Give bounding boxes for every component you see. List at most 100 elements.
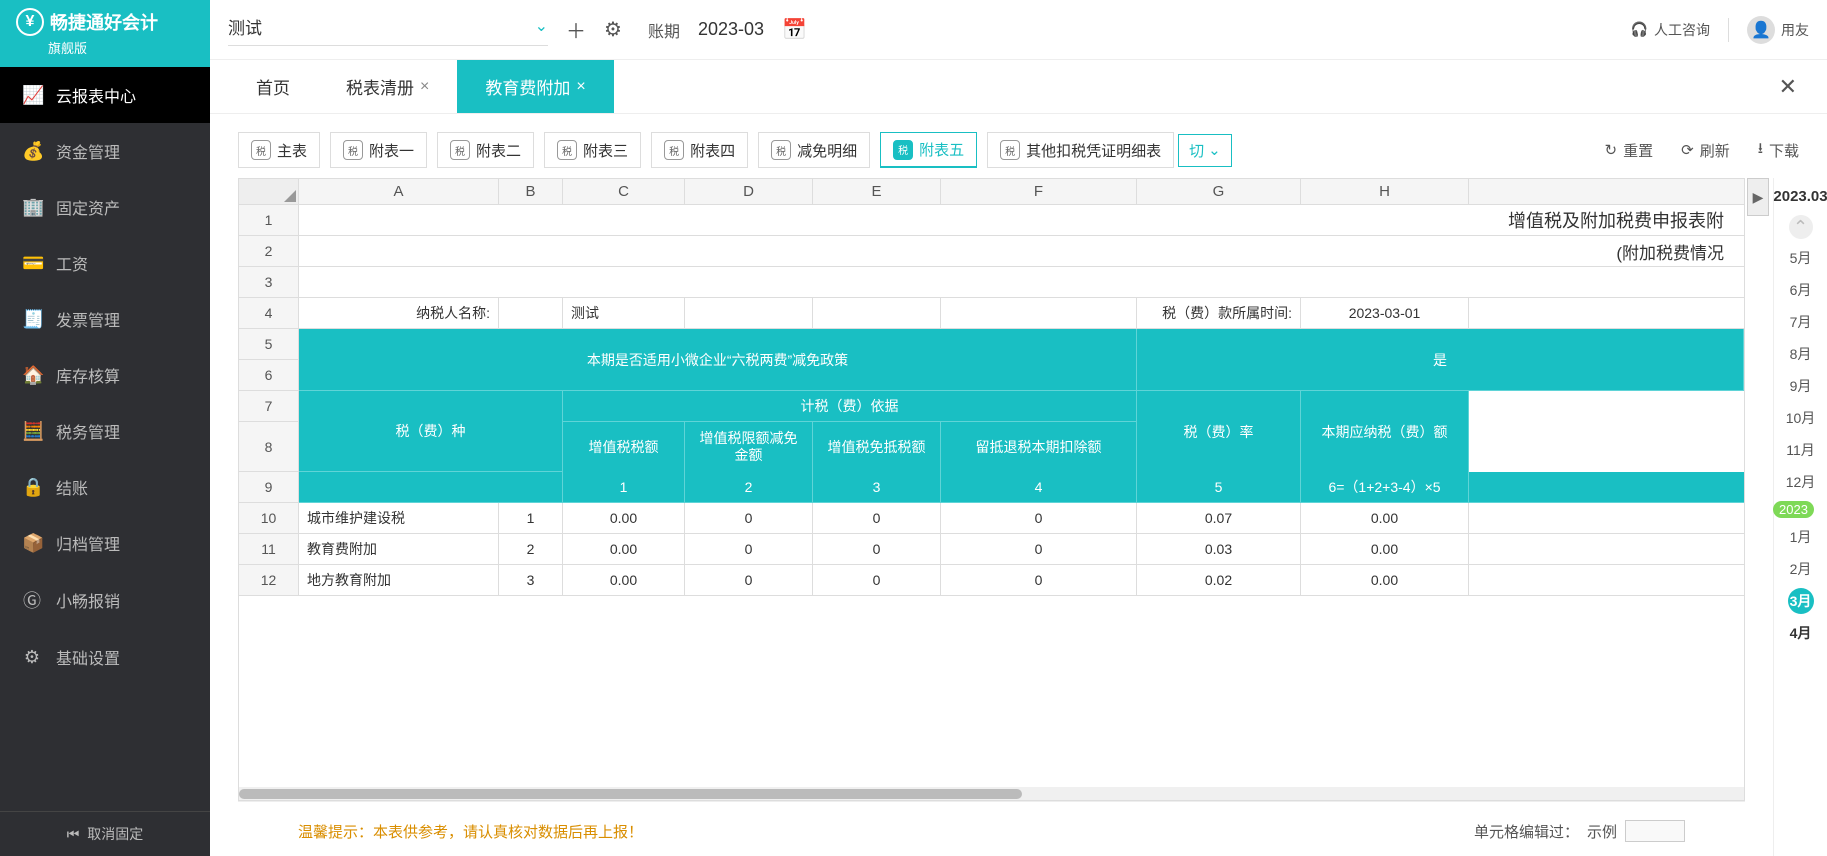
sheet-tab[interactable]: 税附表三 [544, 132, 641, 168]
cell[interactable]: 1 [499, 503, 563, 533]
cell[interactable]: 0.02 [1137, 565, 1301, 595]
close-icon[interactable]: × [420, 78, 429, 96]
tab-home[interactable]: 首页 [228, 60, 318, 113]
nav-reimburse[interactable]: Ⓖ小畅报销 [0, 571, 210, 629]
period-label: 账期 [648, 18, 680, 42]
consult-button[interactable]: 🎧人工咨询 [1631, 20, 1710, 40]
cell[interactable]: 0 [813, 565, 941, 595]
close-icon[interactable]: × [576, 78, 585, 96]
sidebar-unpin[interactable]: ⏮取消固定 [0, 811, 210, 856]
cell[interactable]: 0.00 [1301, 503, 1469, 533]
tab-edu-surcharge[interactable]: 教育费附加× [457, 60, 613, 113]
row-header[interactable]: 3 [239, 267, 299, 298]
expand-panel-button[interactable]: ▶ [1747, 178, 1769, 216]
col-header[interactable]: F [941, 179, 1137, 204]
cell[interactable]: 0 [813, 534, 941, 564]
sheet-tab[interactable]: 税附表二 [437, 132, 534, 168]
cell[interactable]: 0.03 [1137, 534, 1301, 564]
cell[interactable]: 0.00 [1301, 565, 1469, 595]
nav-closing[interactable]: 🔒结账 [0, 459, 210, 515]
month-item[interactable]: 11月 [1786, 437, 1815, 463]
month-item[interactable]: 1月 [1790, 524, 1812, 550]
cell[interactable]: 教育费附加 [299, 534, 499, 564]
calendar-icon[interactable]: 📅 [782, 17, 807, 42]
nav-tax[interactable]: 🧮税务管理 [0, 403, 210, 459]
sheet-tab[interactable]: 税减免明细 [758, 132, 870, 168]
nav-archive[interactable]: 📦归档管理 [0, 515, 210, 571]
cell[interactable]: 0.00 [1301, 534, 1469, 564]
col-header[interactable]: G [1137, 179, 1301, 204]
nav-fixed-assets[interactable]: 🏢固定资产 [0, 179, 210, 235]
row-header[interactable]: 8 [239, 422, 299, 472]
nav-cloud-reports[interactable]: 📈云报表中心 [0, 67, 210, 123]
cell[interactable]: 0 [685, 565, 813, 595]
sheet-tab[interactable]: 税附表一 [330, 132, 427, 168]
row-header[interactable]: 7 [239, 391, 299, 422]
select-all-corner[interactable] [239, 179, 299, 204]
cell[interactable]: 0 [685, 534, 813, 564]
cell[interactable]: 3 [499, 565, 563, 595]
month-item[interactable]: 12月 [1786, 469, 1816, 495]
horizontal-scrollbar[interactable] [238, 787, 1745, 801]
nav-invoice[interactable]: 🧾发票管理 [0, 291, 210, 347]
tab-tax-list[interactable]: 税表清册× [318, 60, 457, 113]
close-all-icon[interactable]: ✕ [1779, 74, 1809, 100]
col-header[interactable]: A [299, 179, 499, 204]
nav-salary[interactable]: 💳工资 [0, 235, 210, 291]
row-header[interactable]: 6 [239, 360, 299, 391]
scroll-up-icon[interactable]: ⌃ [1789, 215, 1813, 239]
sheet-icon: 税 [343, 140, 363, 160]
sheet-tab[interactable]: 税附表四 [651, 132, 748, 168]
sheet-tab[interactable]: 税主表 [238, 132, 320, 168]
row-header[interactable]: 2 [239, 236, 299, 267]
cell[interactable]: 城市维护建设税 [299, 503, 499, 533]
cell[interactable]: 0.07 [1137, 503, 1301, 533]
row-header[interactable]: 1 [239, 205, 299, 236]
row-header[interactable]: 5 [239, 329, 299, 360]
cell[interactable]: 2 [499, 534, 563, 564]
cell[interactable]: 0 [813, 503, 941, 533]
cell[interactable]: 地方教育附加 [299, 565, 499, 595]
month-item[interactable]: 4月 [1790, 620, 1812, 646]
invoice-icon: 🧾 [22, 309, 42, 330]
month-item[interactable]: 5月 [1790, 245, 1812, 271]
month-item[interactable]: 10月 [1786, 405, 1816, 431]
col-header[interactable]: H [1301, 179, 1469, 204]
nav-funds[interactable]: 💰资金管理 [0, 123, 210, 179]
scrollbar-thumb[interactable] [239, 789, 1022, 799]
refresh-button[interactable]: ⟳刷新 [1681, 138, 1730, 163]
col-header[interactable]: E [813, 179, 941, 204]
row-header[interactable]: 12 [239, 565, 299, 596]
company-selector[interactable]: 测试 ⌄ [228, 14, 548, 46]
sheet-tab[interactable]: 税附表五 [880, 132, 977, 168]
cell[interactable]: 0.00 [563, 565, 685, 595]
download-button[interactable]: ⭳下载 [1758, 138, 1799, 163]
month-item-active[interactable]: 3月 [1788, 588, 1814, 614]
row-header[interactable]: 10 [239, 503, 299, 534]
row-header[interactable]: 4 [239, 298, 299, 329]
col-header[interactable]: D [685, 179, 813, 204]
cell[interactable]: 0.00 [563, 534, 685, 564]
sheet-tab[interactable]: 税其他扣税凭证明细表 [987, 132, 1174, 168]
cell[interactable]: 0 [685, 503, 813, 533]
month-item[interactable]: 7月 [1790, 309, 1812, 335]
month-item[interactable]: 9月 [1790, 373, 1812, 399]
nav-inventory[interactable]: 🏠库存核算 [0, 347, 210, 403]
col-header[interactable]: C [563, 179, 685, 204]
cell[interactable]: 0 [941, 534, 1137, 564]
add-icon[interactable]: ＋ [566, 15, 586, 44]
month-item[interactable]: 6月 [1790, 277, 1812, 303]
row-header[interactable]: 9 [239, 472, 299, 503]
col-header[interactable]: B [499, 179, 563, 204]
cell[interactable]: 0 [941, 565, 1137, 595]
row-header[interactable]: 11 [239, 534, 299, 565]
month-item[interactable]: 8月 [1790, 341, 1812, 367]
user-menu[interactable]: 👤用友 [1747, 16, 1809, 44]
switch-button[interactable]: 切⌄ [1178, 134, 1232, 167]
nav-settings[interactable]: ⚙基础设置 [0, 629, 210, 685]
cell[interactable]: 0 [941, 503, 1137, 533]
reset-button[interactable]: ↻重置 [1605, 138, 1654, 163]
cell[interactable]: 0.00 [563, 503, 685, 533]
month-item[interactable]: 2月 [1790, 556, 1812, 582]
settings-icon[interactable]: ⚙ [604, 17, 622, 42]
